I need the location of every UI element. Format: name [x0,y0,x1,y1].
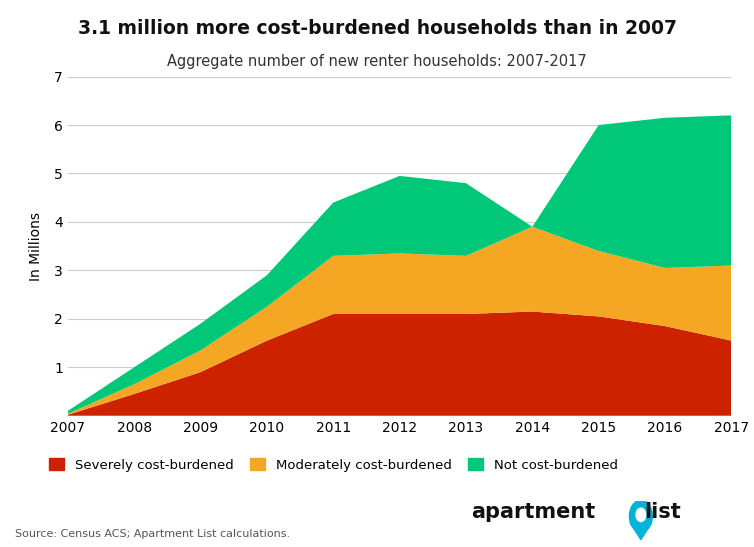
Text: Source: Census ACS; Apartment List calculations.: Source: Census ACS; Apartment List calcu… [15,529,290,539]
Text: list: list [645,502,682,522]
Text: Aggregate number of new renter households: 2007-2017: Aggregate number of new renter household… [167,54,587,68]
Circle shape [636,508,645,521]
Legend: Severely cost-burdened, Moderately cost-burdened, Not cost-burdened: Severely cost-burdened, Moderately cost-… [43,453,624,477]
Circle shape [630,501,652,532]
Text: 3.1 million more cost-burdened households than in 2007: 3.1 million more cost-burdened household… [78,19,676,38]
Y-axis label: In Millions: In Millions [29,212,43,281]
Polygon shape [630,523,651,540]
Text: apartment: apartment [471,502,596,522]
